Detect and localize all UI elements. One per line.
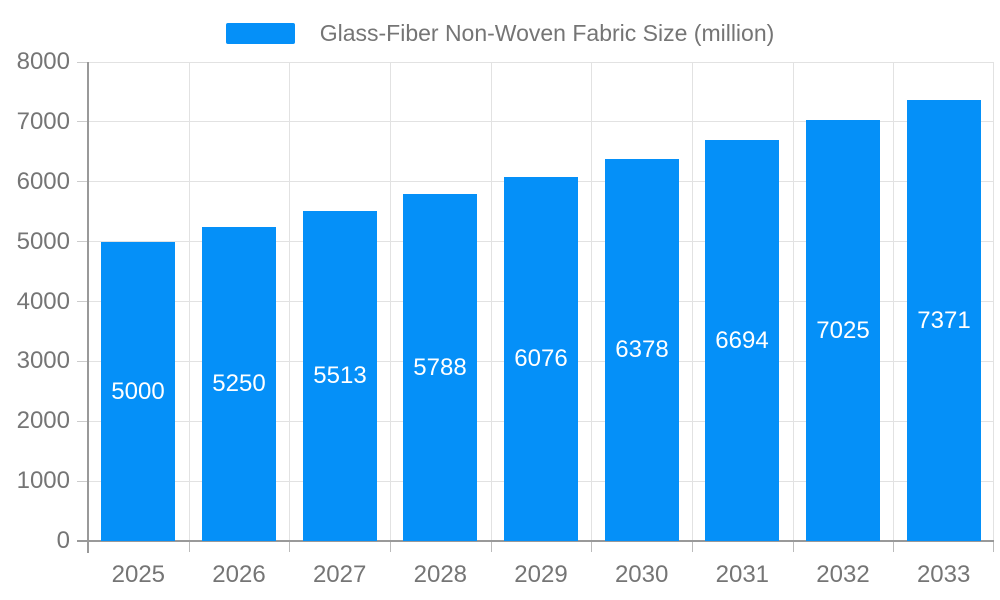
gridline-v-1 xyxy=(188,62,190,541)
y-axis-label-4000: 4000 xyxy=(16,287,70,315)
gridline-v-7 xyxy=(792,62,794,541)
bar-value-label-2031: 6694 xyxy=(715,326,769,354)
bar-value-label-2029: 6076 xyxy=(514,345,568,372)
x-tick-3 xyxy=(389,541,391,552)
legend-label: Glass-Fiber Non-Woven Fabric Size (milli… xyxy=(319,20,775,46)
gridline-v-6 xyxy=(691,62,693,541)
y-axis-label-0: 0 xyxy=(56,527,70,554)
x-tick-1 xyxy=(188,541,190,552)
bar-value-label-2030: 6378 xyxy=(615,336,669,363)
y-tick-2000 xyxy=(77,420,87,422)
gridline-v-2 xyxy=(288,62,290,541)
gridline-h-7000 xyxy=(88,121,994,123)
legend[interactable]: Glass-Fiber Non-Woven Fabric Size (milli… xyxy=(0,20,1000,47)
x-axis-label-2033: 2033 xyxy=(916,561,971,588)
gridline-v-9 xyxy=(993,62,994,541)
x-axis-label-2027: 2027 xyxy=(312,561,367,588)
bar-2025[interactable]: 5000 xyxy=(101,242,175,541)
bar-2026[interactable]: 5250 xyxy=(202,227,276,541)
y-axis-label-7000: 7000 xyxy=(16,107,70,135)
x-axis-label-2030: 2030 xyxy=(614,561,669,588)
bar-2030[interactable]: 6378 xyxy=(605,159,679,541)
y-tick-4000 xyxy=(77,301,87,302)
bar-value-label-2033: 7371 xyxy=(917,306,971,334)
bar-2032[interactable]: 7025 xyxy=(806,120,880,541)
bar-2029[interactable]: 6076 xyxy=(504,177,578,541)
y-axis-label-1000: 1000 xyxy=(16,467,70,495)
bar-2033[interactable]: 7371 xyxy=(907,100,981,541)
y-tick-7000 xyxy=(77,121,87,123)
bar-value-label-2026: 5250 xyxy=(212,370,266,397)
bar-value-label-2028: 5788 xyxy=(413,353,467,381)
x-axis-label-2029: 2029 xyxy=(514,561,568,588)
gridline-v-3 xyxy=(389,62,391,541)
y-axis-label-6000: 6000 xyxy=(16,167,70,195)
y-tick-5000 xyxy=(77,241,87,243)
x-tick-5 xyxy=(590,541,592,552)
x-axis-label-2025: 2025 xyxy=(111,561,166,588)
gridline-v-8 xyxy=(892,62,894,541)
x-axis-label-2031: 2031 xyxy=(715,561,770,588)
y-tick-1000 xyxy=(77,480,87,482)
y-axis-label-3000: 3000 xyxy=(16,347,70,375)
x-tick-2 xyxy=(288,541,290,552)
bar-value-label-2032: 7025 xyxy=(816,316,870,344)
y-tick-3000 xyxy=(77,360,87,362)
x-tick-7 xyxy=(792,541,794,552)
gridline-h-8000 xyxy=(88,61,994,63)
y-axis-label-5000: 5000 xyxy=(16,227,70,255)
x-axis-label-2028: 2028 xyxy=(413,561,468,588)
x-tick-8 xyxy=(892,541,894,552)
y-tick-6000 xyxy=(77,181,87,183)
x-tick-4 xyxy=(490,541,492,552)
y-tick-8000 xyxy=(77,61,87,63)
plot-area: 0 1000 2000 3000 4000 5000 6000 7000 8000 5000 202… xyxy=(17,48,994,588)
y-axis-label-2000: 2000 xyxy=(16,407,70,435)
y-axis-label-8000: 8000 xyxy=(16,48,70,75)
bar-value-label-2027: 5513 xyxy=(313,362,367,389)
bar-2031[interactable]: 6694 xyxy=(705,140,779,541)
legend-swatch-icon xyxy=(225,23,295,44)
bar-value-label-2025: 5000 xyxy=(111,377,165,405)
x-tick-6 xyxy=(691,541,693,552)
y-axis-line xyxy=(87,62,89,553)
x-axis-line xyxy=(77,540,994,542)
gridline-v-5 xyxy=(590,62,592,541)
bar-2027[interactable]: 5513 xyxy=(303,211,377,541)
bar-2028[interactable]: 5788 xyxy=(403,194,477,541)
x-tick-9 xyxy=(993,541,994,552)
x-axis-label-2032: 2032 xyxy=(816,561,870,588)
gridline-v-4 xyxy=(490,62,492,541)
x-axis-label-2026: 2026 xyxy=(212,561,266,588)
